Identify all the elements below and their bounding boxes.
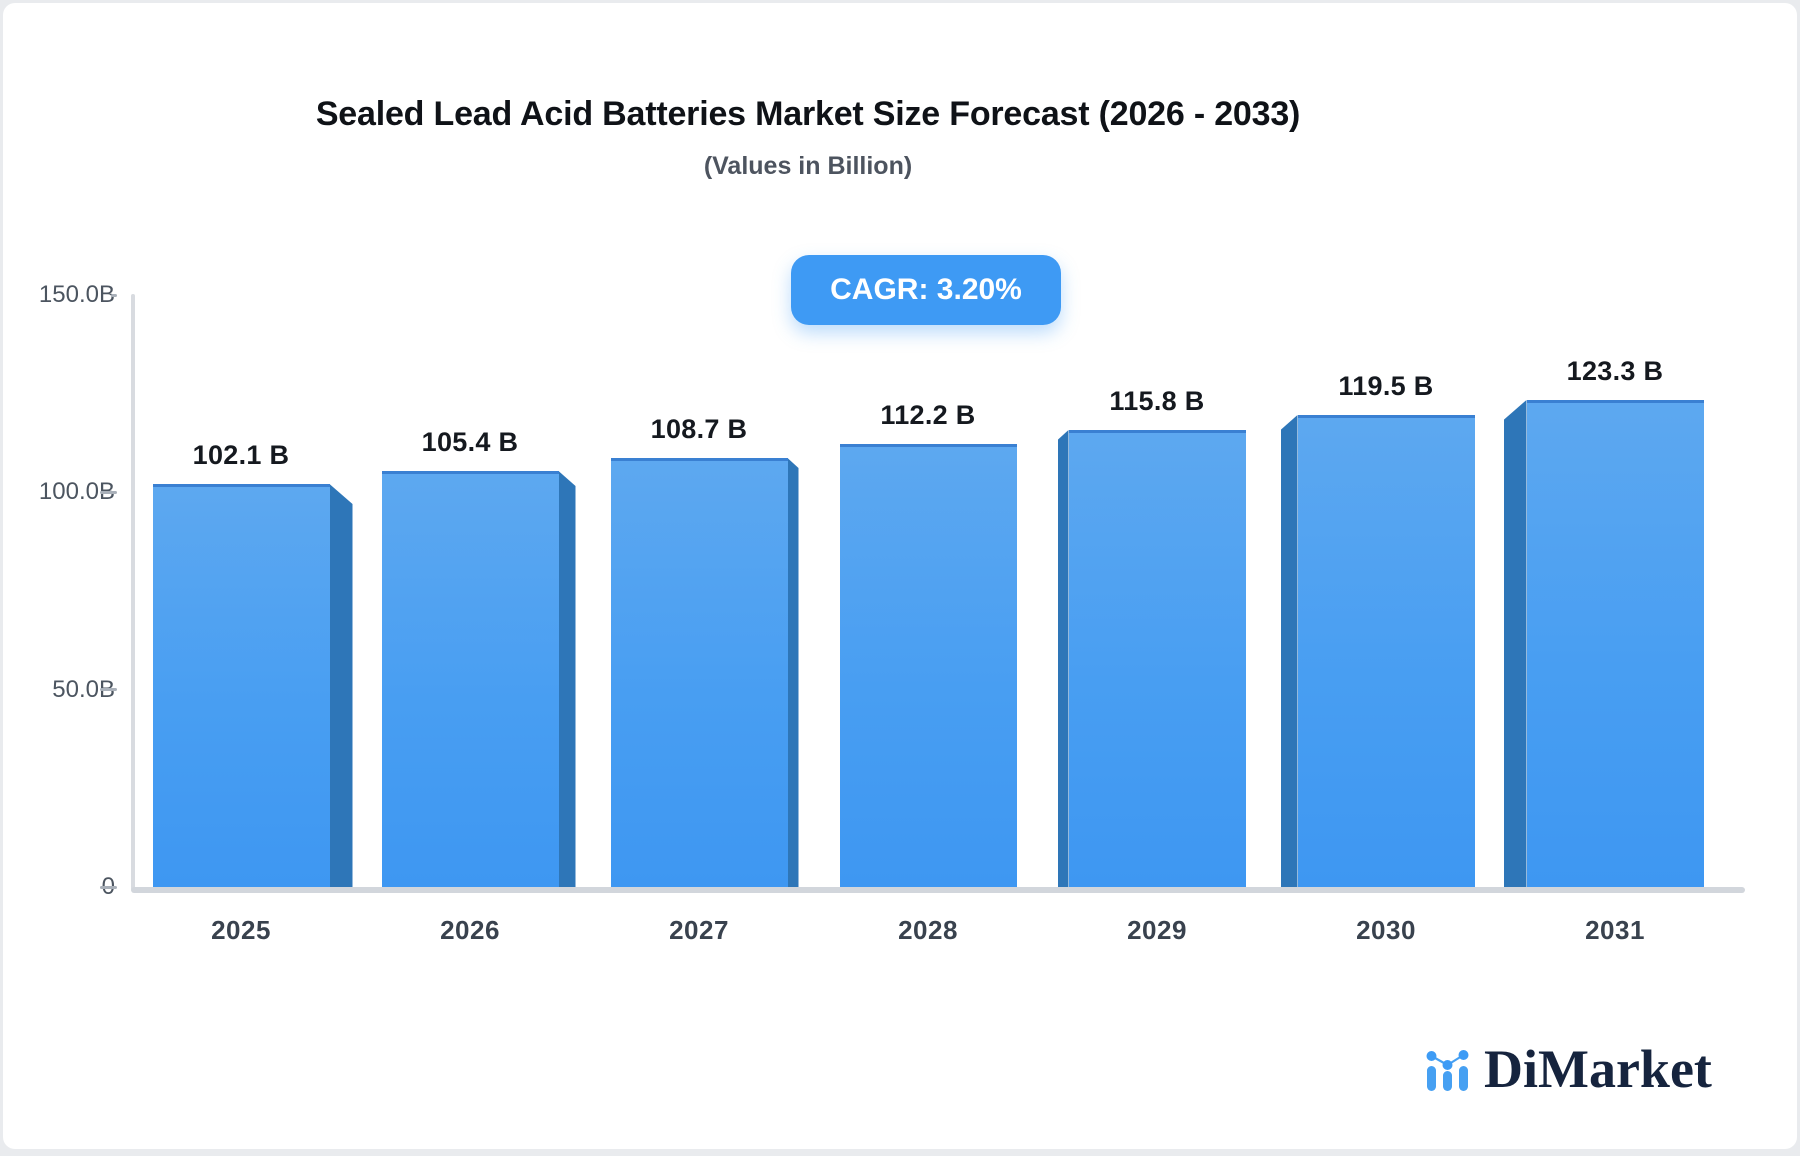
y-axis-tick-label: 150.0B: [38, 281, 115, 308]
cagr-badge-label: CAGR: 3.20%: [830, 273, 1022, 306]
chart-title: Sealed Lead Acid Batteries Market Size F…: [315, 95, 1301, 133]
x-axis-label-2027: 2027: [669, 915, 729, 945]
x-axis-label-2025: 2025: [211, 915, 271, 945]
bar-2028: [839, 444, 1017, 887]
y-axis-tick: [100, 885, 117, 889]
bar-value-label: 119.5 B: [1338, 371, 1434, 401]
y-axis-line: [131, 294, 135, 890]
bar-value-label: 105.4 B: [421, 427, 519, 457]
x-axis-label-2031: 2031: [1585, 915, 1645, 945]
bar-chart-dots-icon: [1426, 1050, 1469, 1091]
bar-2029: [1068, 430, 1246, 887]
bar-value-label: 123.3 B: [1566, 356, 1664, 386]
chart-card: Sealed Lead Acid Batteries Market Size F…: [3, 3, 1797, 1149]
bar-side-2025: [329, 484, 353, 887]
bar-value-label: 115.8 B: [1109, 386, 1205, 416]
brand-name: DiMarket: [1484, 1039, 1712, 1099]
bar-side-2030: [1280, 415, 1298, 887]
bar-2031: [1526, 400, 1704, 887]
chart-subtitle: (Values in Billion): [703, 152, 913, 180]
brand-logo: DiMarket: [1424, 1039, 1712, 1099]
bar-2025: [152, 484, 330, 887]
bar-side-2026: [558, 471, 576, 887]
x-axis-label-2026: 2026: [440, 915, 500, 945]
bar-value-label: 112.2 B: [880, 400, 976, 430]
x-axis-label-2028: 2028: [898, 915, 958, 945]
x-axis-label-2030: 2030: [1356, 915, 1416, 945]
bar-value-label: 108.7 B: [650, 414, 748, 444]
chart-header: Sealed Lead Acid Batteries Market Size F…: [3, 95, 1613, 181]
bar-2030: [1297, 415, 1475, 887]
bar-side-2027: [787, 458, 799, 887]
bar-2026: [381, 471, 559, 887]
bar-value-label: 102.1 B: [192, 440, 290, 470]
y-axis-tick: [100, 490, 117, 494]
bar-side-2031: [1503, 400, 1527, 887]
cagr-badge: CAGR: 3.20%: [791, 255, 1061, 325]
y-axis-tick: [100, 688, 117, 692]
bar-2027: [610, 458, 788, 887]
bar-side-2029: [1057, 430, 1069, 887]
x-axis-label-2029: 2029: [1127, 915, 1187, 945]
y-axis-tick: [111, 293, 117, 297]
x-axis-line: [131, 887, 1745, 893]
